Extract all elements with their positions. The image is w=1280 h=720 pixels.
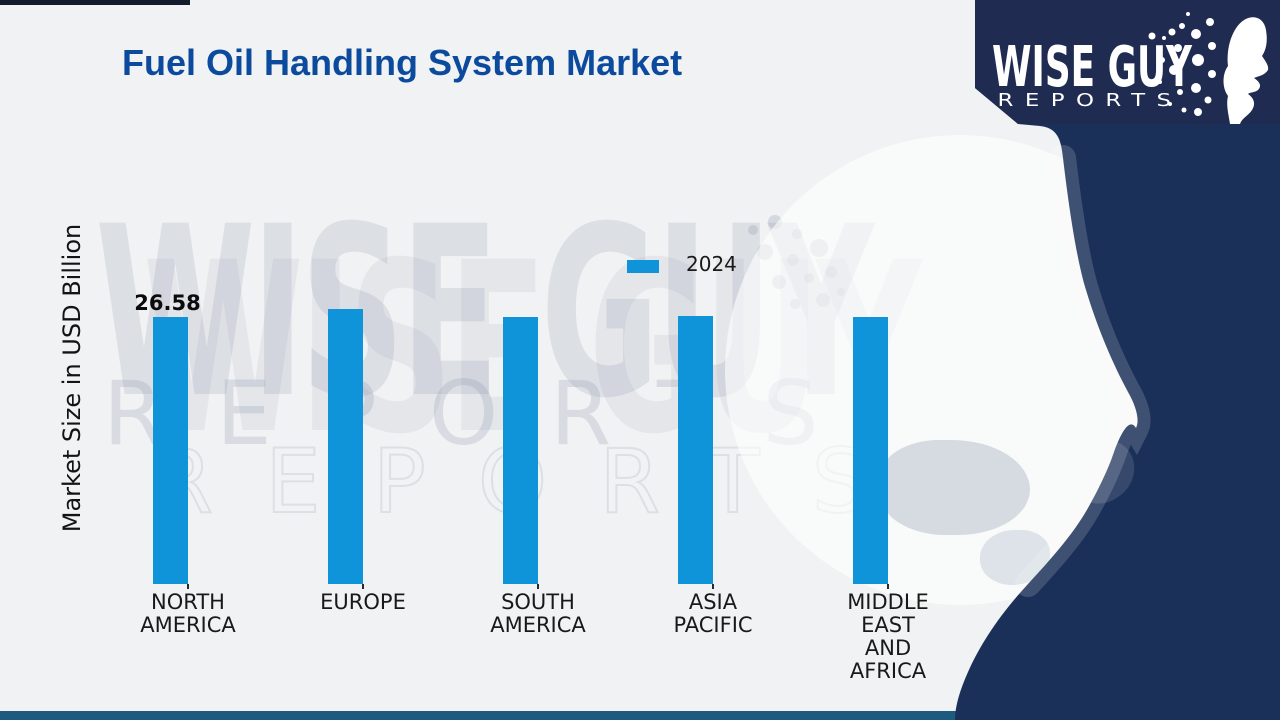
logo-block	[975, 0, 1280, 124]
wise-guy-reports-logo: WISE GUY REPORTS	[955, 0, 1280, 720]
category-label: ASIA PACIFIC	[673, 590, 753, 637]
logo-face-profile	[1223, 17, 1269, 125]
category-label: MIDDLE EAST AND AFRICA	[847, 590, 929, 683]
logo-dot-accent	[1148, 32, 1156, 40]
logo-face-dots	[1158, 12, 1216, 116]
category-label: SOUTH AMERICA	[490, 590, 586, 637]
bar-europe	[328, 309, 363, 584]
category-label: NORTH AMERICA	[140, 590, 236, 637]
watermark-dots-pattern	[748, 215, 845, 309]
bar-value-label: 26.58	[134, 291, 201, 315]
page-title: Fuel Oil Handling System Market	[122, 42, 683, 83]
logo-reports-text: REPORTS	[998, 90, 1183, 111]
category-label: EUROPE	[320, 590, 406, 614]
logo-wiseguy-text: WISE GUY	[992, 35, 1193, 100]
y-axis-label: Market Size in USD Billion	[58, 223, 86, 533]
bar-north-america	[153, 317, 188, 584]
bar-south-america	[503, 317, 538, 584]
watermark-reports-text: REPORTS	[103, 362, 871, 465]
bottom-edge-strip	[0, 711, 1280, 720]
x-axis-tick	[362, 584, 364, 589]
head-neck-highlight	[1071, 439, 1135, 504]
x-axis-tick	[187, 584, 189, 589]
legend-swatch-2024	[627, 259, 659, 273]
bar-middle-east-and-africa	[853, 317, 888, 584]
x-axis-tick	[887, 584, 889, 589]
legend-label-2024: 2024	[686, 252, 737, 276]
logo-dot-accent	[1168, 28, 1176, 36]
top-left-accent-bar	[0, 0, 190, 5]
x-axis-tick	[712, 584, 714, 589]
head-face-rim	[1015, 145, 1151, 597]
chart-legend: 2024	[627, 252, 737, 276]
bar-asia-pacific	[678, 316, 713, 584]
navy-head-silhouette	[955, 0, 1280, 720]
x-axis-tick	[537, 584, 539, 589]
